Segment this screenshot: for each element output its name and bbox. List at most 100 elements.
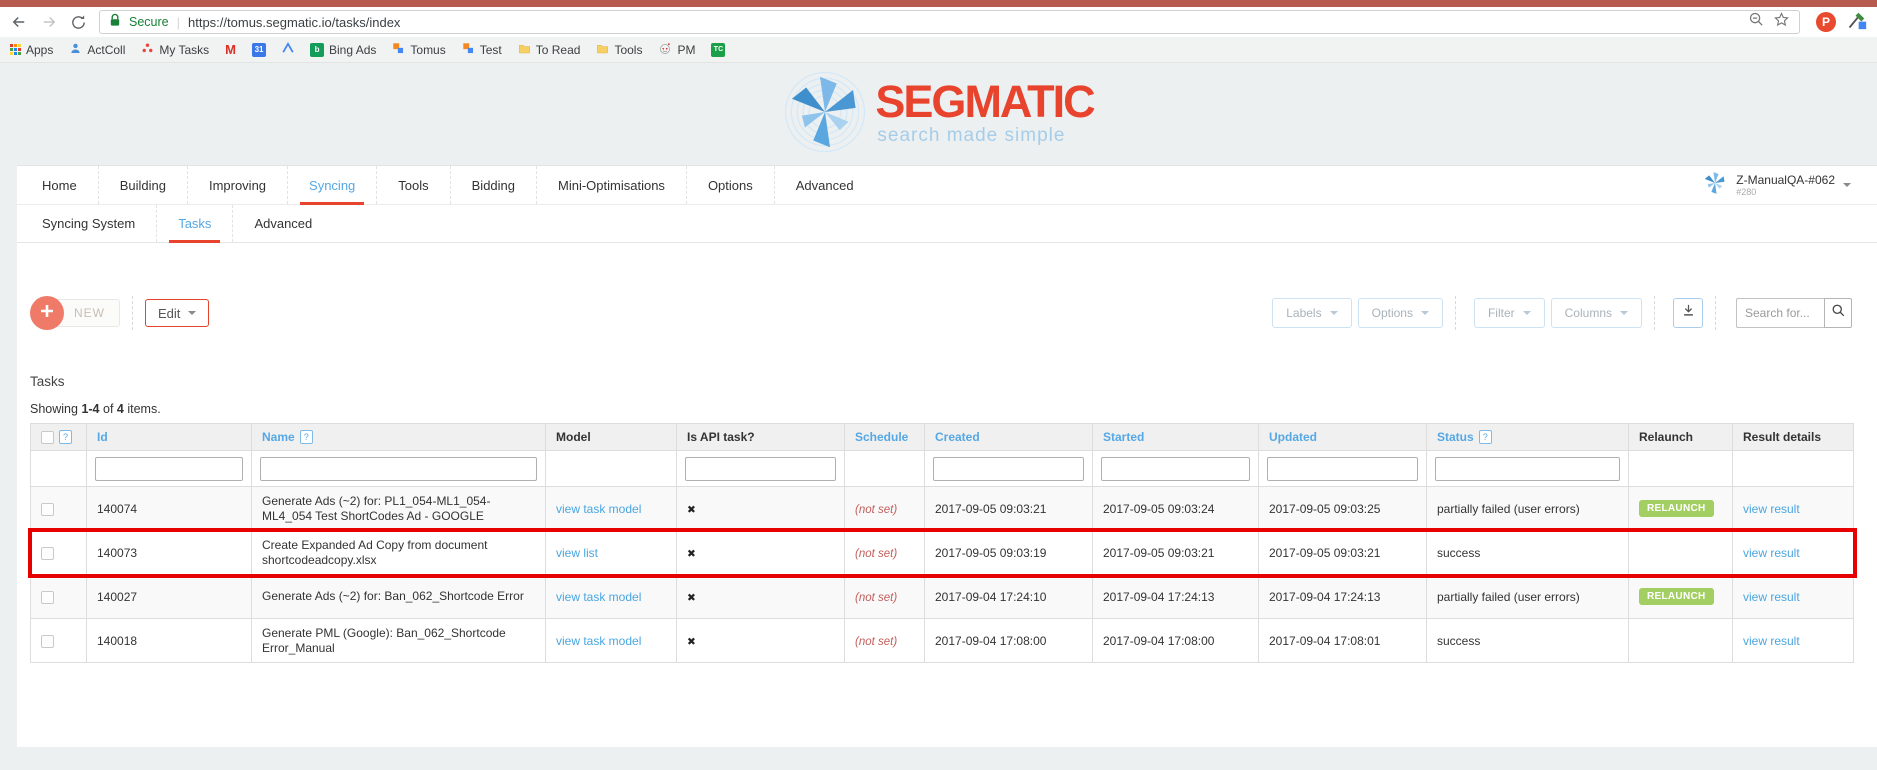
- site-header: SEGMATIC search made simple: [0, 63, 1877, 165]
- bookmark-analytics[interactable]: [282, 41, 294, 57]
- filter-input-name[interactable]: [260, 456, 537, 481]
- column-header-status[interactable]: Status?: [1426, 422, 1629, 452]
- forward-icon[interactable]: [40, 13, 58, 31]
- help-icon[interactable]: ?: [299, 430, 313, 445]
- options-dropdown-button[interactable]: Options: [1357, 298, 1443, 328]
- zoom-out-icon[interactable]: [1748, 11, 1765, 33]
- help-icon[interactable]: ?: [1478, 430, 1492, 445]
- back-icon[interactable]: [10, 13, 28, 31]
- column-header-schedule[interactable]: Schedule: [844, 422, 925, 452]
- nav-item-bidding[interactable]: Bidding: [449, 166, 536, 204]
- brand-tagline: search made simple: [877, 124, 1066, 146]
- labels-dropdown-button[interactable]: Labels: [1272, 298, 1352, 328]
- nav-item-improving[interactable]: Improving: [186, 166, 287, 204]
- cell-updated: 2017-09-05 09:03:21: [1258, 530, 1427, 576]
- summary-text: Showing 1-4 of 4 items.: [30, 402, 161, 416]
- bookmark-tc[interactable]: TC: [711, 42, 726, 57]
- cell-schedule: (not set): [855, 547, 898, 560]
- bookmark-actcoll[interactable]: ActColl: [69, 42, 125, 58]
- colorzilla-extension-icon[interactable]: [1847, 10, 1867, 35]
- apps-grid-icon: [10, 44, 21, 55]
- filter-input-status[interactable]: [1435, 456, 1620, 481]
- filter-input-updated[interactable]: [1267, 456, 1418, 481]
- nav-item-options[interactable]: Options: [685, 166, 774, 204]
- search-input[interactable]: [1736, 298, 1824, 328]
- caret-down-icon: [1620, 311, 1628, 319]
- filter-input-created[interactable]: [933, 456, 1084, 481]
- page-title: Tasks: [30, 374, 65, 389]
- cell-id: 140073: [86, 530, 252, 576]
- separator: [1454, 296, 1456, 330]
- row-checkbox[interactable]: [41, 546, 54, 560]
- filter-input-is-api-task[interactable]: [685, 456, 836, 481]
- view-result-link[interactable]: view result: [1743, 501, 1800, 516]
- cell-schedule: (not set): [855, 591, 898, 604]
- help-icon[interactable]: ?: [59, 430, 73, 444]
- cell-started: 2017-09-05 09:03:24: [1092, 486, 1259, 532]
- apps-button[interactable]: Apps: [10, 43, 53, 57]
- table-row-highlighted: 140073 Create Expanded Ad Copy from docu…: [27, 527, 1857, 578]
- bookmark-bing-ads[interactable]: b Bing Ads: [310, 42, 376, 57]
- person-icon: [69, 42, 82, 58]
- table-row: 140018 Generate PML (Google): Ban_062_Sh…: [30, 618, 1854, 664]
- pocket-extension-icon[interactable]: P: [1816, 12, 1836, 32]
- nav-item-building[interactable]: Building: [97, 166, 187, 204]
- bookmark-tools[interactable]: Tools: [596, 42, 642, 58]
- segmatic-logo[interactable]: SEGMATIC search made simple: [783, 70, 1096, 159]
- nav-item-mini-optimisations[interactable]: Mini-Optimisations: [536, 166, 686, 204]
- nav-item-advanced[interactable]: Advanced: [773, 166, 875, 204]
- nav-item-tools[interactable]: Tools: [376, 166, 449, 204]
- bookmark-my-tasks[interactable]: My Tasks: [141, 42, 209, 58]
- url-bar[interactable]: Secure | https://tomus.segmatic.io/tasks…: [99, 10, 1800, 34]
- bookmark-to-read[interactable]: To Read: [518, 42, 580, 58]
- filter-dropdown-button[interactable]: Filter: [1473, 298, 1545, 328]
- relaunch-button[interactable]: RELAUNCH: [1639, 588, 1714, 606]
- bookmark-tomus[interactable]: Tomus: [392, 42, 446, 58]
- view-task-model-link[interactable]: view task model: [556, 501, 642, 516]
- column-header-updated[interactable]: Updated: [1258, 422, 1427, 452]
- view-result-link[interactable]: view result: [1743, 633, 1800, 648]
- main-nav: Home Building Improving Syncing Tools Bi…: [17, 165, 1877, 205]
- bookmark-calendar[interactable]: 31: [252, 42, 267, 57]
- subnav-item-syncing-system[interactable]: Syncing System: [42, 216, 136, 231]
- columns-dropdown-button[interactable]: Columns: [1550, 298, 1642, 328]
- view-task-model-link[interactable]: view task model: [556, 633, 642, 648]
- view-result-link[interactable]: view result: [1743, 545, 1800, 560]
- column-header-id[interactable]: Id: [86, 422, 252, 452]
- filter-input-id[interactable]: [95, 456, 243, 481]
- row-checkbox[interactable]: [41, 590, 54, 604]
- column-header-name[interactable]: Name?: [251, 422, 546, 452]
- row-checkbox[interactable]: [41, 634, 54, 648]
- column-header-created[interactable]: Created: [924, 422, 1093, 452]
- view-task-model-link[interactable]: view task model: [556, 589, 642, 604]
- brand-title: SEGMATIC: [875, 76, 1095, 128]
- subnav-item-advanced[interactable]: Advanced: [232, 205, 333, 242]
- nav-item-syncing[interactable]: Syncing: [287, 166, 376, 205]
- edit-dropdown-button[interactable]: Edit: [145, 299, 210, 327]
- url-text: https://tomus.segmatic.io/tasks/index: [188, 14, 401, 30]
- view-list-link[interactable]: view list: [556, 545, 599, 560]
- caret-down-icon: [1329, 311, 1338, 319]
- main-container: Home Building Improving Syncing Tools Bi…: [17, 165, 1877, 747]
- content-area: NEW Edit Labels Options: [17, 296, 1877, 664]
- cell-name: Generate Ads (~2) for: PL1_054-ML1_054-M…: [251, 486, 546, 532]
- row-checkbox[interactable]: [41, 502, 54, 516]
- refresh-icon[interactable]: [70, 14, 87, 31]
- select-all-checkbox[interactable]: [41, 431, 54, 445]
- nav-item-home[interactable]: Home: [42, 177, 77, 193]
- bookmark-test[interactable]: Test: [462, 42, 502, 58]
- filter-input-started[interactable]: [1101, 456, 1250, 481]
- select-all-header: ?: [30, 422, 87, 452]
- download-button[interactable]: [1673, 298, 1703, 328]
- search-button[interactable]: [1824, 298, 1852, 328]
- relaunch-button[interactable]: RELAUNCH: [1639, 500, 1714, 518]
- subnav-item-tasks[interactable]: Tasks: [156, 205, 232, 243]
- user-menu[interactable]: Z-ManualQA-#062 #280: [1702, 166, 1877, 204]
- cell-schedule: (not set): [855, 503, 898, 516]
- bookmark-pm[interactable]: PM: [658, 41, 695, 58]
- view-result-link[interactable]: view result: [1743, 589, 1800, 604]
- column-header-started[interactable]: Started: [1092, 422, 1259, 452]
- bookmark-gmail[interactable]: M: [225, 42, 236, 57]
- new-task-button[interactable]: [30, 296, 64, 330]
- bookmark-star-icon[interactable]: [1773, 11, 1790, 33]
